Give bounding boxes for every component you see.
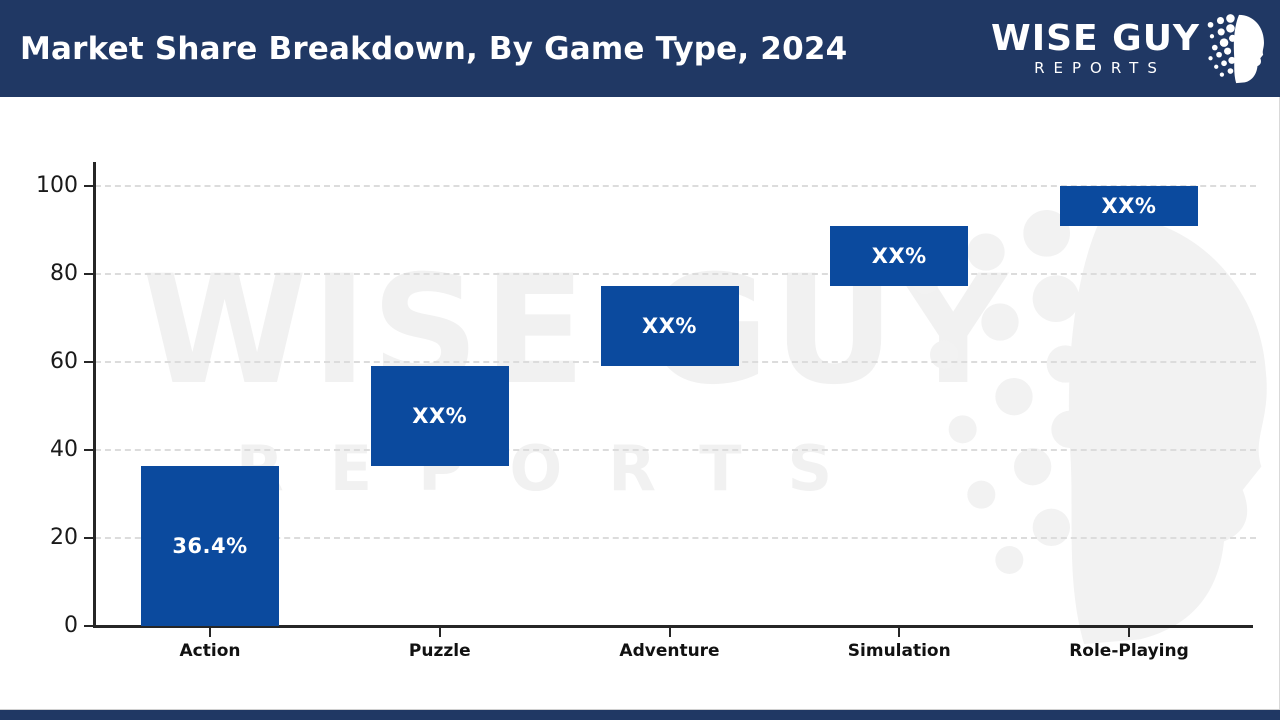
gridline-y100 <box>95 185 1256 187</box>
bar-value-label: XX% <box>871 243 927 268</box>
footer-bar <box>0 710 1280 720</box>
x-tick-mark <box>668 628 671 637</box>
brand-wordmark: WISE GUY REPORTS <box>991 21 1200 76</box>
gridline-y80 <box>95 273 1256 275</box>
bar-value-label: XX% <box>412 403 468 428</box>
bar-value-label: XX% <box>1101 194 1157 219</box>
x-tick-label-role-playing: Role-Playing <box>1069 641 1189 661</box>
x-tick-mark <box>898 628 901 637</box>
x-axis-spine <box>93 625 1253 628</box>
y-tick-label: 60 <box>50 349 78 374</box>
y-tick-mark <box>84 185 93 187</box>
brand-sub-text: REPORTS <box>1034 59 1166 77</box>
bottom-hairline <box>0 709 1280 710</box>
dotted-head-icon <box>1207 13 1264 83</box>
x-tick-label-action: Action <box>179 641 241 661</box>
y-tick-mark <box>84 273 93 275</box>
bar-puzzle: XX% <box>370 365 509 466</box>
gridline-y20 <box>95 537 1256 539</box>
header-bar: Market Share Breakdown, By Game Type, 20… <box>0 0 1280 97</box>
bar-value-label: 36.4% <box>172 533 248 558</box>
gridline-y40 <box>95 449 1256 451</box>
bar-adventure: XX% <box>600 285 739 366</box>
bar-value-label: XX% <box>642 313 697 338</box>
bar-simulation: XX% <box>830 226 969 286</box>
watermark-brand-text: WISE GUY <box>142 244 1012 418</box>
y-tick-label: 0 <box>64 613 78 638</box>
x-tick-mark <box>438 628 441 637</box>
y-tick-mark <box>84 449 93 451</box>
brand-name-text: WISE GUY <box>990 18 1200 59</box>
y-tick-label: 100 <box>36 173 78 198</box>
x-tick-label-puzzle: Puzzle <box>408 641 471 661</box>
y-tick-mark <box>84 625 93 627</box>
x-tick-label-adventure: Adventure <box>619 641 720 661</box>
x-tick-mark <box>209 628 211 637</box>
watermark-head-icon <box>911 210 1267 644</box>
bar-action: 36.4% <box>141 465 279 626</box>
y-tick-label: 80 <box>50 261 78 286</box>
brand-logo: WISE GUY REPORTS <box>991 13 1266 85</box>
x-tick-label-simulation: Simulation <box>847 641 951 661</box>
y-tick-mark <box>84 537 93 539</box>
watermark-sub-text: REPORTS <box>236 432 879 505</box>
bar-role-playing: XX% <box>1060 186 1198 227</box>
y-axis-spine <box>93 162 96 628</box>
x-tick-mark <box>1128 628 1130 637</box>
y-tick-label: 20 <box>50 525 78 550</box>
page-title: Market Share Breakdown, By Game Type, 20… <box>20 30 848 67</box>
y-tick-mark <box>84 361 93 363</box>
y-tick-label: 40 <box>50 437 78 462</box>
